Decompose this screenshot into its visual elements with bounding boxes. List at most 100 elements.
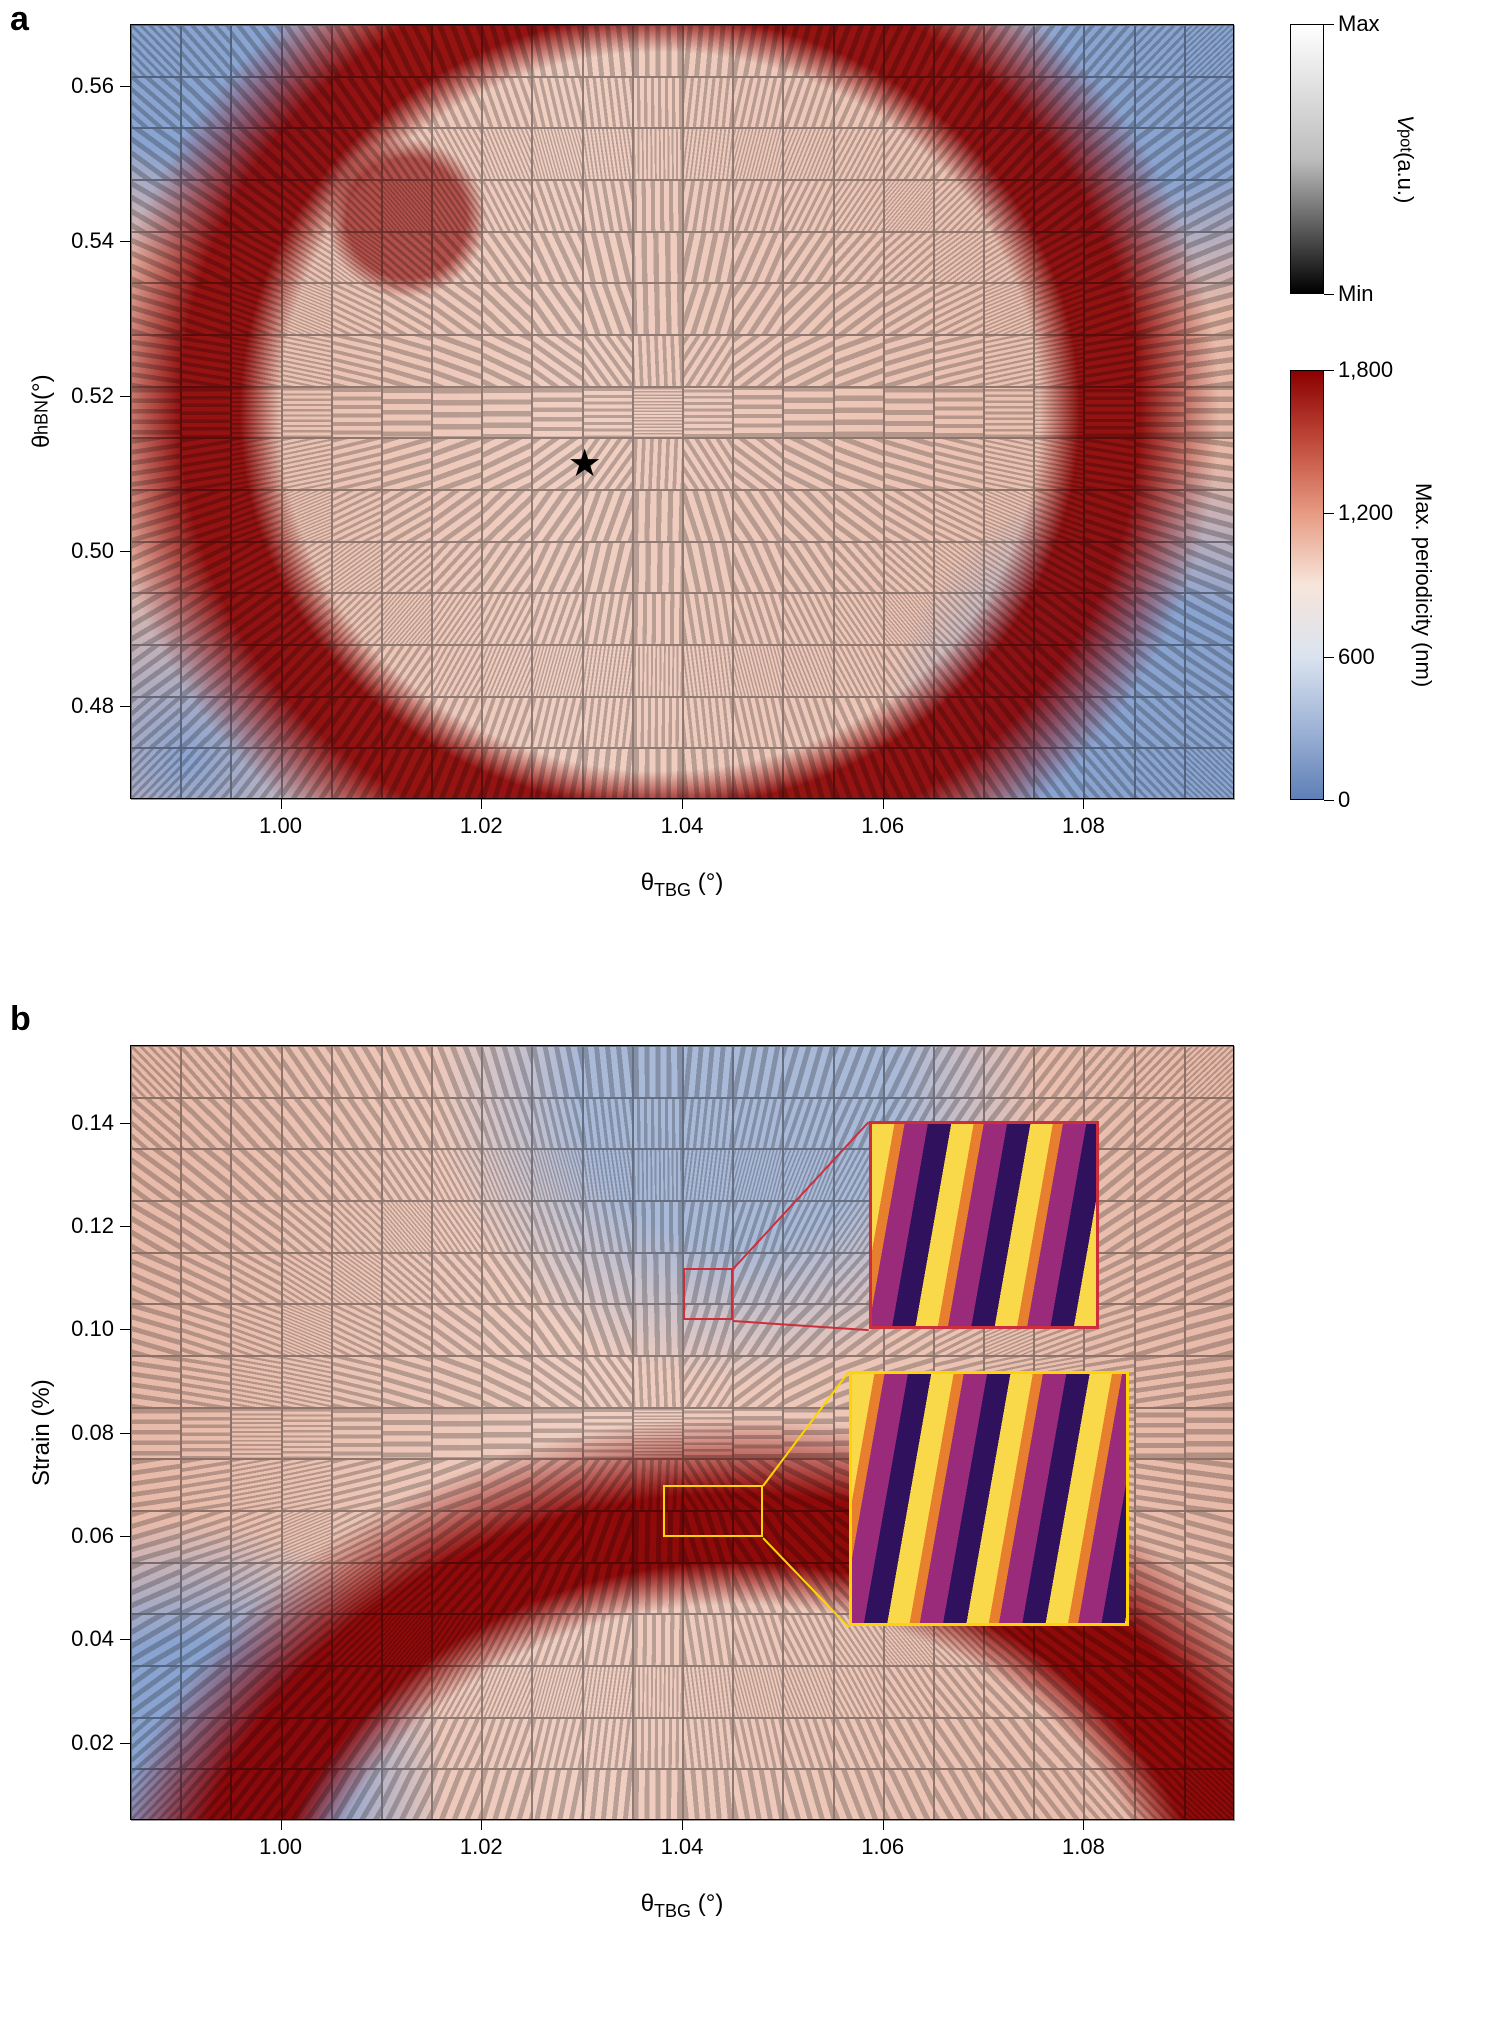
- y-tick-label: 0.54: [71, 228, 114, 254]
- moire-tile: [432, 77, 482, 129]
- moire-tile: [683, 1098, 733, 1150]
- x-axis-label-a: θTBG (°): [130, 869, 1234, 901]
- moire-tile: [783, 1098, 833, 1150]
- moire-tile: [382, 1769, 432, 1821]
- moire-tile: [532, 438, 582, 490]
- moire-tile: [181, 1408, 231, 1460]
- moire-tile: [181, 593, 231, 645]
- moire-tile: [733, 232, 783, 284]
- moire-tile: [482, 1769, 532, 1821]
- x-tick-label: 1.04: [654, 813, 710, 839]
- moire-tile: [583, 490, 633, 542]
- moire-tile: [282, 697, 332, 749]
- moire-tile: [683, 232, 733, 284]
- moire-tile: [231, 1666, 281, 1718]
- moire-tile: [583, 1459, 633, 1511]
- moire-tile: [834, 1718, 884, 1770]
- moire-tile: [1135, 180, 1185, 232]
- moire-tile: [583, 1098, 633, 1150]
- moire-tile: [181, 1253, 231, 1305]
- moire-tile: [733, 128, 783, 180]
- moire-tile: [282, 1408, 332, 1460]
- moire-tile: [633, 25, 683, 77]
- y-tick-label: 0.08: [71, 1420, 114, 1446]
- moire-tile: [633, 1201, 683, 1253]
- moire-tile: [332, 1511, 382, 1563]
- moire-tile: [332, 387, 382, 439]
- moire-tile: [432, 1563, 482, 1615]
- moire-tile: [131, 438, 181, 490]
- moire-tile: [1185, 748, 1235, 800]
- moire-tile: [683, 593, 733, 645]
- moire-tile: [783, 232, 833, 284]
- moire-tile: [332, 1149, 382, 1201]
- moire-tile: [583, 1253, 633, 1305]
- moire-tile: [1135, 77, 1185, 129]
- moire-tile: [432, 1666, 482, 1718]
- moire-tile: [532, 1201, 582, 1253]
- moire-tile: [733, 1769, 783, 1821]
- moire-tile: [1084, 1046, 1134, 1098]
- moire-tile: [1135, 25, 1185, 77]
- moire-tile: [834, 438, 884, 490]
- moire-tile: [733, 490, 783, 542]
- moire-tile: [1034, 438, 1084, 490]
- moire-tile: [432, 232, 482, 284]
- moire-tile: [181, 1718, 231, 1770]
- y-tick-label: 0.48: [71, 693, 114, 719]
- moire-tile: [834, 335, 884, 387]
- moire-tile: [733, 1718, 783, 1770]
- moire-tile: [934, 1666, 984, 1718]
- panel-a-plot: ★: [130, 24, 1234, 799]
- moire-tile: [984, 748, 1034, 800]
- moire-tile: [733, 25, 783, 77]
- moire-tile: [1034, 490, 1084, 542]
- moire-tile: [783, 1563, 833, 1615]
- moire-tile: [181, 1046, 231, 1098]
- moire-tile: [282, 1769, 332, 1821]
- moire-tile: [382, 1511, 432, 1563]
- moire-tile: [282, 593, 332, 645]
- moire-tile: [583, 283, 633, 335]
- moire-tile: [884, 128, 934, 180]
- moire-tile: [231, 283, 281, 335]
- moire-tile: [231, 1149, 281, 1201]
- x-tick-label: 1.02: [453, 1834, 509, 1860]
- moire-tile: [633, 490, 683, 542]
- moire-tile: [332, 645, 382, 697]
- moire-tile: [532, 1098, 582, 1150]
- moire-tile: [231, 593, 281, 645]
- moire-tile: [131, 1769, 181, 1821]
- moire-tile: [282, 1563, 332, 1615]
- moire-tile: [382, 593, 432, 645]
- moire-tile: [783, 490, 833, 542]
- moire-tile: [131, 1511, 181, 1563]
- moire-tile: [583, 1769, 633, 1821]
- moire-tile: [1084, 283, 1134, 335]
- moire-tile: [783, 1201, 833, 1253]
- moire-tile: [934, 542, 984, 594]
- moire-tile: [583, 438, 633, 490]
- moire-tile: [1135, 438, 1185, 490]
- moire-tile: [181, 1149, 231, 1201]
- moire-tile: [934, 593, 984, 645]
- moire-tile: [683, 490, 733, 542]
- moire-tile: [482, 697, 532, 749]
- moire-tile: [332, 1304, 382, 1356]
- moire-tile: [432, 1511, 482, 1563]
- x-tick-label: 1.00: [253, 813, 309, 839]
- moire-tile: [131, 128, 181, 180]
- moire-tile: [332, 128, 382, 180]
- moire-tile: [131, 1718, 181, 1770]
- moire-tile: [583, 387, 633, 439]
- moire-tile: [532, 1253, 582, 1305]
- moire-tile: [282, 748, 332, 800]
- moire-tile: [181, 1666, 231, 1718]
- moire-tile: [934, 77, 984, 129]
- moire-tile: [884, 232, 934, 284]
- moire-tile: [783, 387, 833, 439]
- moire-tile: [532, 1614, 582, 1666]
- moire-tile: [332, 180, 382, 232]
- moire-tile: [984, 490, 1034, 542]
- moire-tile: [633, 645, 683, 697]
